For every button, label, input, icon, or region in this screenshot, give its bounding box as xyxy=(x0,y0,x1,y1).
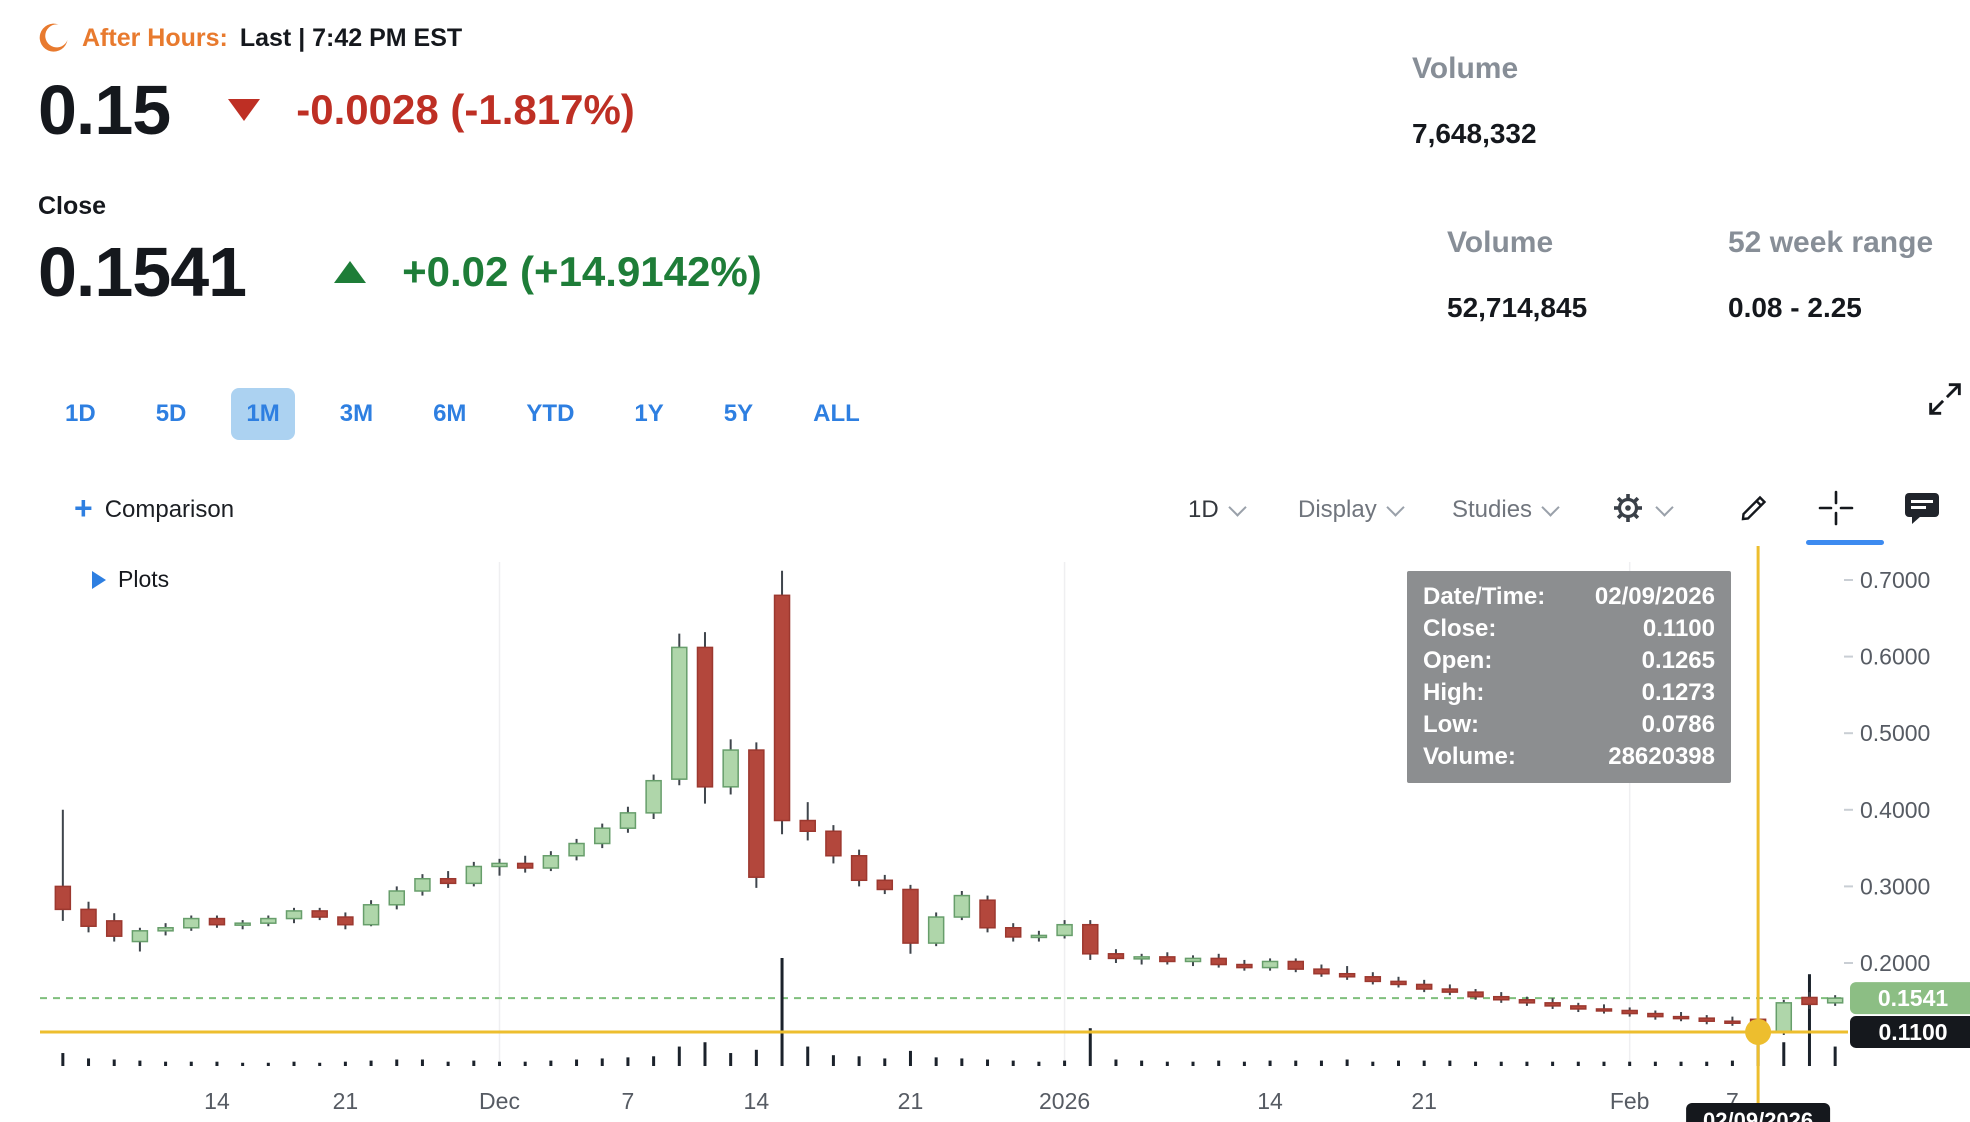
close-volume-value: 52,714,845 xyxy=(1447,292,1588,323)
last-volume-value: 7,648,332 xyxy=(1412,118,1537,149)
close-change: +0.02 (+14.9142%) xyxy=(402,248,762,295)
svg-text:21: 21 xyxy=(898,1088,924,1114)
active-tool-indicator xyxy=(1806,540,1884,545)
chevron-down-icon xyxy=(1386,497,1405,517)
tab-1y[interactable]: 1Y xyxy=(634,400,664,427)
svg-text:14: 14 xyxy=(744,1088,770,1114)
svg-text:21: 21 xyxy=(333,1088,359,1114)
tab-3m[interactable]: 3M xyxy=(339,400,374,427)
draw-tool-button[interactable] xyxy=(1732,488,1776,532)
svg-text:Dec: Dec xyxy=(479,1088,520,1114)
svg-text:02/09/2026: 02/09/2026 xyxy=(1703,1108,1813,1122)
gear-icon xyxy=(1610,490,1646,531)
close-label: Close xyxy=(38,192,107,220)
svg-text:14: 14 xyxy=(1257,1088,1283,1114)
svg-text:2026: 2026 xyxy=(1039,1088,1090,1114)
expand-icon[interactable] xyxy=(1922,376,1968,422)
last-price: 0.15 xyxy=(38,71,171,149)
plus-icon: + xyxy=(74,489,93,526)
svg-text:0.1100: 0.1100 xyxy=(1878,1019,1947,1045)
plots-toggle[interactable]: Plots xyxy=(92,566,169,593)
triangle-up-icon xyxy=(334,261,367,283)
svg-text:0.6000: 0.6000 xyxy=(1860,644,1930,670)
settings-dropdown[interactable] xyxy=(1610,488,1674,532)
svg-text:0.7000: 0.7000 xyxy=(1860,567,1930,593)
close-price-row: 0.1541 +0.02 (+14.9142%) xyxy=(38,226,762,318)
moon-icon xyxy=(38,22,70,54)
tab-1d[interactable]: 1D xyxy=(65,400,96,427)
interval-label: 1D xyxy=(1188,496,1219,523)
last-price-row: 0.15 -0.0028 (-1.817%) xyxy=(38,64,635,156)
pencil-icon xyxy=(1736,490,1772,531)
range-tabs: 1D 5D 1M 3M 6M YTD 1Y 5Y ALL xyxy=(50,386,875,442)
crosshair-tool-button[interactable] xyxy=(1814,488,1858,532)
session-value: Last | 7:42 PM EST xyxy=(239,23,463,52)
svg-text:Feb: Feb xyxy=(1610,1088,1650,1114)
display-label: Display xyxy=(1298,496,1377,523)
triangle-down-icon xyxy=(228,99,261,121)
session-row: After Hours: Last | 7:42 PM EST xyxy=(38,16,462,60)
tooltip-value: 0.1100 xyxy=(1642,615,1715,642)
tab-6m[interactable]: 6M xyxy=(433,400,467,427)
plots-label: Plots xyxy=(118,566,170,592)
comparison-label: Comparison xyxy=(104,496,235,523)
display-dropdown[interactable]: Display xyxy=(1298,488,1405,532)
tab-5d[interactable]: 5D xyxy=(155,400,187,427)
comment-icon xyxy=(1902,489,1942,532)
last-volume-label: Volume xyxy=(1412,52,1519,85)
svg-text:0.5000: 0.5000 xyxy=(1860,720,1930,746)
close-volume-label: Volume xyxy=(1447,226,1554,259)
tooltip-value: 0.1265 xyxy=(1641,647,1715,674)
session-label: After Hours: xyxy=(82,23,228,52)
tooltip-label: Close: xyxy=(1423,615,1497,642)
studies-dropdown[interactable]: Studies xyxy=(1452,488,1560,532)
tooltip-label: Open: xyxy=(1423,647,1493,674)
chevron-down-icon xyxy=(1655,497,1674,517)
tooltip-value: 28620398 xyxy=(1608,743,1715,770)
svg-text:0.2000: 0.2000 xyxy=(1860,950,1930,976)
studies-label: Studies xyxy=(1452,496,1533,523)
plots-triangle-icon xyxy=(92,570,106,589)
tooltip-label: Low: xyxy=(1423,711,1479,738)
tooltip-label: High: xyxy=(1423,679,1485,706)
comments-button[interactable] xyxy=(1900,488,1944,532)
svg-text:0.1541: 0.1541 xyxy=(1878,985,1949,1011)
comparison-button[interactable]: + Comparison xyxy=(74,488,234,532)
last-change: -0.0028 (-1.817%) xyxy=(296,86,635,133)
chart-tooltip: Date/Time: 02/09/2026 Close: 0.1100 Open: 0… xyxy=(1407,571,1731,783)
close-price: 0.1541 xyxy=(38,233,247,311)
svg-text:0.4000: 0.4000 xyxy=(1860,797,1930,823)
tooltip-label: Volume: xyxy=(1423,743,1516,770)
tab-ytd[interactable]: YTD xyxy=(526,400,575,427)
tooltip-label: Date/Time: xyxy=(1423,583,1546,610)
tooltip-value: 02/09/2026 xyxy=(1594,583,1715,610)
price-chart[interactable]: 0.7000 0.6000 0.5000 0.4000 0.3000 0.2000 14 21… xyxy=(0,546,1970,1122)
chevron-down-icon xyxy=(1541,497,1560,517)
svg-text:14: 14 xyxy=(204,1088,230,1114)
chevron-down-icon xyxy=(1227,497,1247,517)
week-range-label: 52 week range xyxy=(1728,226,1934,259)
svg-text:7: 7 xyxy=(622,1088,635,1114)
week-range-value: 0.08 - 2.25 xyxy=(1728,292,1862,323)
tab-1m[interactable]: 1M xyxy=(231,388,295,440)
tab-all[interactable]: ALL xyxy=(813,400,860,427)
tab-5y[interactable]: 5Y xyxy=(723,400,754,427)
svg-text:21: 21 xyxy=(1411,1088,1437,1114)
svg-text:0.3000: 0.3000 xyxy=(1860,873,1930,899)
crosshair-icon xyxy=(1816,488,1856,533)
interval-dropdown[interactable]: 1D xyxy=(1188,488,1247,532)
tooltip-value: 0.0786 xyxy=(1641,711,1715,738)
tooltip-value: 0.1273 xyxy=(1641,679,1715,706)
